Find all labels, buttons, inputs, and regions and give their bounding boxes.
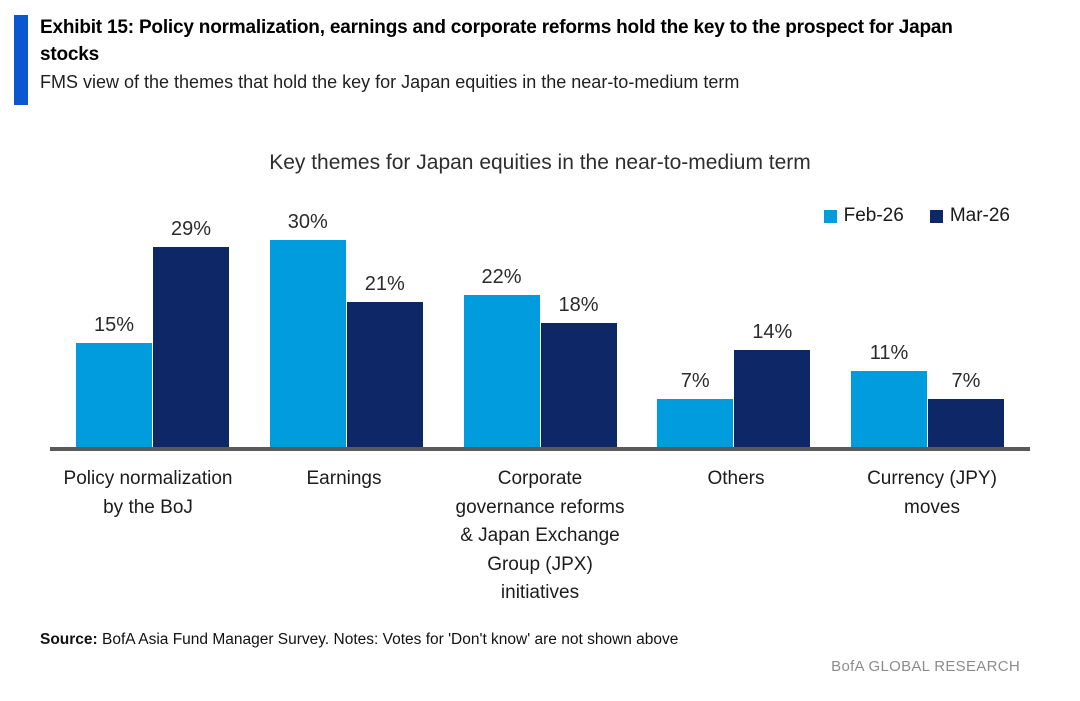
bar-mar-26: 7% <box>928 370 1004 447</box>
plot-area: 15% 29% 30% 21% 22% 18% 7% 14% 11% 7% <box>50 201 1030 451</box>
legend-swatch-icon <box>823 209 837 223</box>
bar <box>734 350 811 447</box>
bar-value-label: 7% <box>951 370 981 392</box>
category-label: Currency (JPY) moves <box>867 468 997 518</box>
legend-swatch-icon <box>929 209 943 223</box>
bar-feb-26: 11% <box>851 342 927 447</box>
category-label: Corporate governance reforms & Japan Exc… <box>455 468 625 603</box>
legend-label: Feb-26 <box>843 205 904 226</box>
bar <box>928 399 1004 447</box>
bar-group: 22% 18% <box>463 266 617 447</box>
legend: Feb-26 Mar-26 <box>823 205 1010 227</box>
bar <box>540 323 617 447</box>
bar-feb-26: 22% <box>463 266 540 447</box>
bar-value-label: 18% <box>558 294 599 316</box>
bar-group: 7% 14% <box>657 321 811 447</box>
bar <box>463 295 540 447</box>
bar-mar-26: 21% <box>346 273 423 447</box>
bar <box>269 240 346 447</box>
bar-value-label: 22% <box>481 266 522 288</box>
bar <box>153 247 229 447</box>
exhibit-title: Exhibit 15: Policy normalization, earnin… <box>40 17 953 65</box>
category-label: Earnings <box>306 468 382 489</box>
source-note: Source: BofA Asia Fund Manager Survey. N… <box>40 631 678 649</box>
bar-feb-26: 30% <box>269 211 346 447</box>
category-row: Policy normalization by the BoJ Earnings C… <box>50 465 1030 608</box>
legend-item-feb-26: Feb-26 <box>823 205 904 227</box>
bar <box>76 343 152 447</box>
bar <box>851 371 927 447</box>
bar-value-label: 14% <box>752 321 793 343</box>
bar-mar-26: 18% <box>540 294 617 447</box>
bar-value-label: 29% <box>170 218 212 240</box>
exhibit-accent-bar <box>14 15 28 105</box>
exhibit-subtitle: FMS view of the themes that hold the key… <box>40 72 740 93</box>
bar-group: 15% 29% <box>76 218 229 447</box>
bar-value-label: 11% <box>869 342 909 364</box>
bar <box>657 399 734 447</box>
bar-feb-26: 7% <box>657 370 734 447</box>
branding-text: BofA GLOBAL RESEARCH <box>831 658 1020 675</box>
category-label: Policy normalization by the BoJ <box>63 468 233 518</box>
legend-label: Mar-26 <box>949 205 1010 226</box>
bar-mar-26: 14% <box>734 321 811 447</box>
bar-value-label: 15% <box>93 314 135 336</box>
category-label: Others <box>707 468 765 489</box>
bar-value-label: 30% <box>287 211 328 233</box>
chart-title: Key themes for Japan equities in the nea… <box>269 151 811 174</box>
bar-group: 30% 21% <box>269 211 423 447</box>
bar-mar-26: 29% <box>153 218 229 447</box>
legend-item-mar-26: Mar-26 <box>929 205 1010 227</box>
source-text: BofA Asia Fund Manager Survey. Notes: Vo… <box>102 631 679 648</box>
source-label: Source: <box>40 631 98 648</box>
exhibit-header-text: Exhibit 15: Policy normalization, earnin… <box>40 15 1015 105</box>
bar-group: 11% 7% <box>851 342 1004 447</box>
bar-feb-26: 15% <box>76 314 152 447</box>
exhibit-header: Exhibit 15: Policy normalization, earnin… <box>14 15 1040 105</box>
bar-value-label: 7% <box>680 370 710 392</box>
bar <box>346 302 423 447</box>
bar-value-label: 21% <box>364 273 405 295</box>
